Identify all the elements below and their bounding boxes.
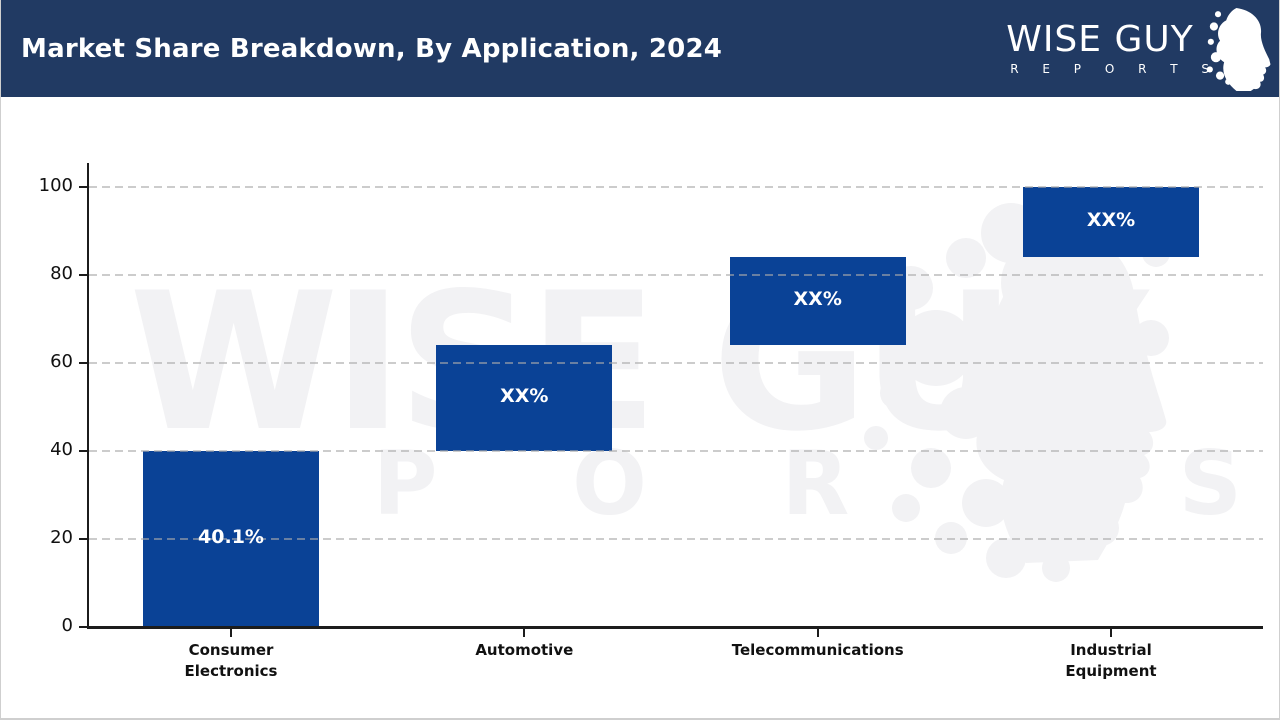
gridline-60	[89, 362, 1263, 364]
logo-subtext: R E P O R T S	[1010, 62, 1219, 76]
category-label-3: Telecommunications	[731, 641, 904, 659]
bar-value-label-1: 40.1%	[198, 525, 264, 548]
y-tick-80	[79, 274, 88, 276]
x-tick-4	[1110, 629, 1112, 637]
y-tick-60	[79, 362, 88, 364]
y-tick-20	[79, 538, 88, 540]
bar-value-label-3: XX%	[793, 287, 842, 310]
y-tick-label-40: 40	[50, 439, 73, 460]
logo-head-icon	[1206, 7, 1271, 91]
logo-wordmark: WISE GUY	[1006, 19, 1194, 60]
bar-4	[1023, 186, 1199, 257]
y-tick-label-100: 100	[38, 175, 73, 196]
gridline-40	[89, 450, 1263, 452]
y-tick-40	[79, 450, 88, 452]
x-tick-3	[816, 629, 819, 637]
category-label-4: Industrial Equipment	[1065, 641, 1157, 680]
y-tick-0	[79, 626, 88, 628]
logo-text: WISE GUY R E P O R T S	[1006, 19, 1219, 76]
y-tick-label-20: 20	[50, 527, 73, 548]
y-tick-label-60: 60	[50, 351, 73, 372]
header-bar: Market Share Breakdown, By Application, …	[1, 0, 1279, 97]
gridline-100	[89, 186, 1263, 188]
watermark-head-icon	[857, 198, 1170, 582]
category-label-2: Automotive	[475, 641, 574, 659]
category-label-1: Consumer Electronics	[184, 641, 278, 680]
gridline-80	[89, 274, 1263, 276]
y-tick-label-0: 0	[61, 615, 73, 636]
x-axis	[87, 626, 1263, 629]
y-tick-100	[79, 186, 88, 188]
x-tick-1	[230, 629, 232, 637]
y-axis	[87, 163, 89, 628]
x-tick-2	[523, 629, 526, 637]
bar-value-label-2: XX%	[500, 384, 549, 407]
page-title: Market Share Breakdown, By Application, …	[21, 33, 723, 64]
bar-3	[729, 256, 906, 345]
bar-value-label-4: XX%	[1086, 208, 1136, 231]
gridline-20	[89, 538, 1263, 540]
y-tick-label-80: 80	[50, 263, 73, 284]
wise-guy-reports-logo: WISE GUY R E P O R T S	[1006, 6, 1273, 92]
